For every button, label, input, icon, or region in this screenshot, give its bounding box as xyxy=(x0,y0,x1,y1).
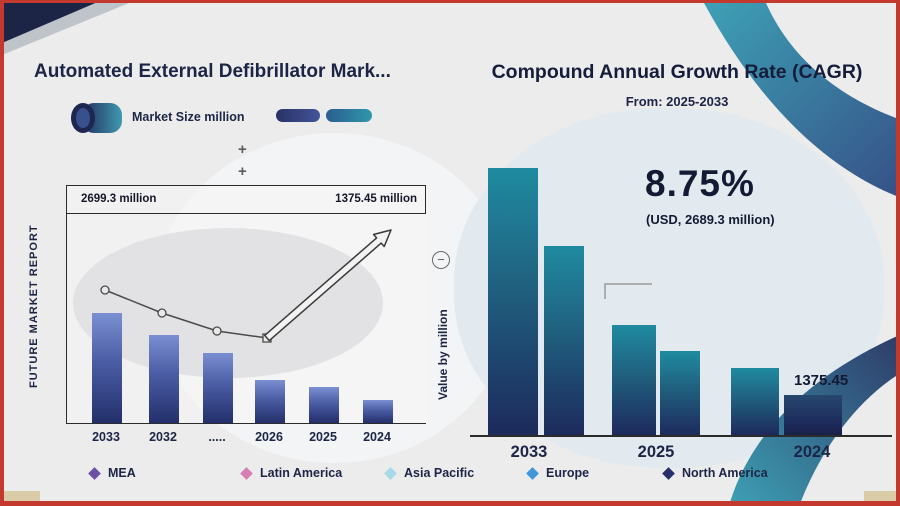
cylinder-icon xyxy=(71,103,122,133)
value-2033: 2699.3 million xyxy=(81,193,157,205)
left-chart-title: Automated External Defibrillator Mark... xyxy=(34,61,391,82)
diamond-icon xyxy=(384,466,397,480)
legend-item-mea: MEA xyxy=(88,466,136,480)
cagr-bar-2024-a xyxy=(731,368,779,435)
corner-accent xyxy=(4,491,40,501)
x-label-2024: 2024 xyxy=(363,430,391,444)
cagr-bar-2025-a xyxy=(612,325,656,435)
legend-item-asia-pacific: Asia Pacific xyxy=(384,466,475,480)
year-label-2033: 2033 xyxy=(510,443,548,461)
market-bar-2025 xyxy=(309,387,339,423)
legend-item-label: North America xyxy=(682,466,768,480)
market-bar-2033 xyxy=(92,313,122,423)
cagr-usd-note: (USD, 2689.3 million) xyxy=(646,212,775,227)
cagr-percentage: 8.75% xyxy=(645,163,755,204)
legend-pill-navy xyxy=(276,109,320,122)
cagr-title: Compound Annual Growth Rate (CAGR) xyxy=(491,61,863,83)
legend-pill-teal xyxy=(326,109,372,122)
chart-value-strip: 2699.3 million 1375.45 million xyxy=(67,186,426,214)
year-label-2025: 2025 xyxy=(637,443,675,461)
diamond-icon xyxy=(526,466,539,480)
x-axis-line xyxy=(470,435,892,437)
market-bar-2026 xyxy=(255,380,285,423)
cagr-bar-2024-b xyxy=(784,395,842,435)
legend-item-label: Asia Pacific xyxy=(404,466,475,480)
legend-item-latin-america: Latin America xyxy=(240,466,343,480)
x-label-2032: 2032 xyxy=(149,430,177,444)
future-market-report-label: FUTURE MARKET REPORT xyxy=(28,224,40,388)
bar-value-1375: 1375.45 xyxy=(794,372,849,389)
diamond-icon xyxy=(662,466,675,480)
legend-item-label: Europe xyxy=(546,466,590,480)
x-label-2033: 2033 xyxy=(92,430,120,444)
value-by-million-label: Value by million xyxy=(436,309,450,401)
legend-item-europe: Europe xyxy=(526,466,590,480)
cagr-bar-2033-a xyxy=(488,168,538,435)
legend-item-north-america: North America xyxy=(662,466,768,480)
x-label-2026: 2026 xyxy=(255,430,283,444)
minus-icon[interactable]: − xyxy=(432,251,450,269)
market-size-chart: 2699.3 million 1375.45 million xyxy=(66,185,426,424)
corner-accent xyxy=(864,491,896,501)
market-bar-mid xyxy=(203,353,233,423)
plus-icon[interactable]: + xyxy=(238,141,247,158)
region-legend: MEA Latin America Asia Pacific Europe No… xyxy=(4,466,896,490)
cagr-subtitle: From: 2025-2033 xyxy=(625,94,729,109)
cagr-bar-2033-b xyxy=(544,246,584,435)
x-label-mid: ..... xyxy=(208,430,226,444)
legend-item-label: Latin America xyxy=(260,466,343,480)
value-2024: 1375.45 million xyxy=(335,193,417,205)
market-bar-2032 xyxy=(149,335,179,423)
x-label-2025: 2025 xyxy=(309,430,337,444)
diamond-icon xyxy=(88,466,101,480)
plus-icon[interactable]: + xyxy=(238,163,247,180)
diamond-icon xyxy=(240,466,253,480)
market-bar-2024 xyxy=(363,400,393,423)
legend-label: Market Size million xyxy=(132,110,245,124)
trend-line-with-arrow xyxy=(100,229,392,343)
legend-item-label: MEA xyxy=(108,466,136,480)
cagr-bar-2025-b xyxy=(660,351,700,435)
step-line-decoration xyxy=(604,283,652,299)
year-label-2024: 2024 xyxy=(793,443,831,461)
